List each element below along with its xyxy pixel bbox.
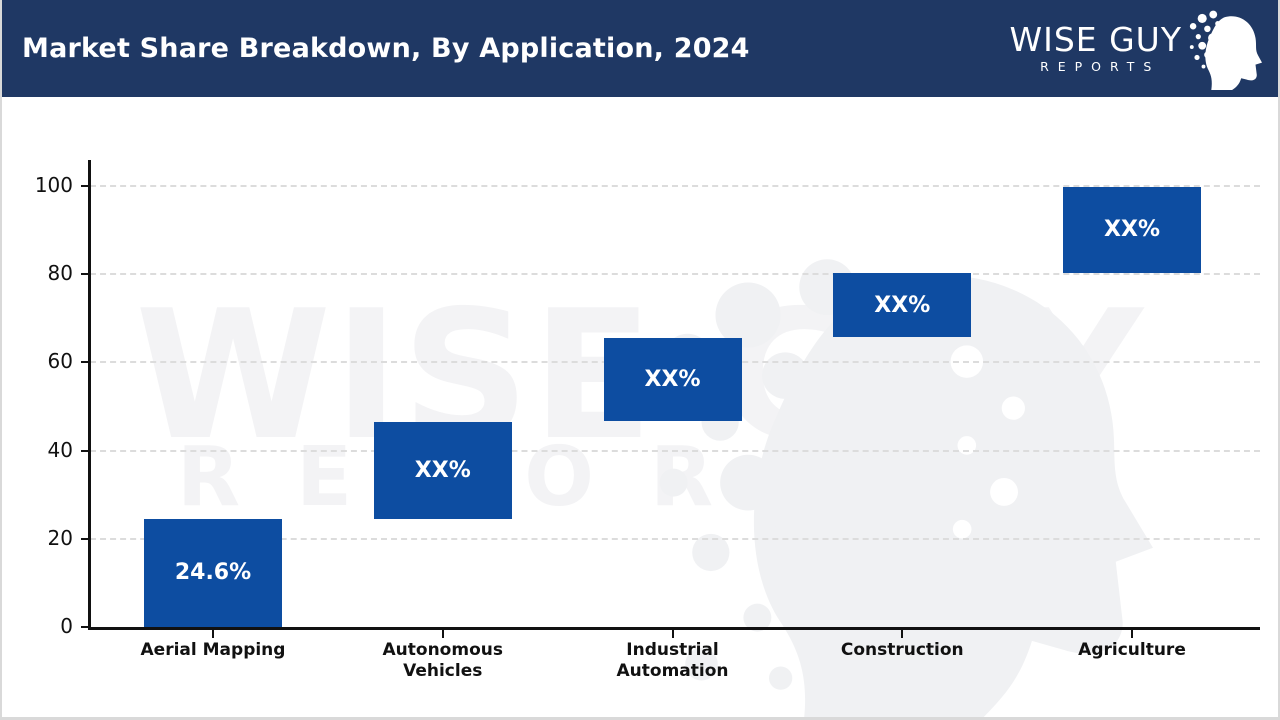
- bar-agriculture: XX%: [1063, 186, 1201, 273]
- header-bar: Market Share Breakdown, By Application, …: [2, 0, 1278, 97]
- y-axis-tick: [81, 449, 90, 452]
- logo-text: WISE GUY REPORTS: [1009, 23, 1182, 74]
- wise-guy-logo: WISE GUY REPORTS: [1009, 8, 1262, 90]
- x-axis-category-label: Autonomous Vehicles: [382, 640, 503, 681]
- bar-aerial-mapping: 24.6%: [144, 518, 282, 627]
- x-axis-tick: [441, 629, 444, 638]
- x-axis-line: [88, 627, 1260, 630]
- y-axis-tick-label: 80: [47, 261, 73, 286]
- bar-industrial-automation: XX%: [603, 338, 742, 421]
- x-axis-tick: [901, 629, 904, 638]
- y-axis-tick: [81, 626, 90, 628]
- y-axis-tick-label: 0: [60, 614, 73, 638]
- x-axis-category-label: Industrial Automation: [616, 640, 729, 681]
- bar-construction: XX%: [833, 273, 972, 338]
- y-axis-tick: [81, 185, 90, 187]
- bar-value-label: XX%: [874, 292, 931, 318]
- gridline: [90, 185, 1260, 187]
- y-axis-tick: [81, 273, 90, 276]
- logo-wordmark: WISE GUY: [1009, 20, 1182, 60]
- gridline: [90, 273, 1260, 276]
- x-axis-category-label: Agriculture: [1078, 640, 1186, 660]
- y-axis-tick-label: 40: [47, 437, 73, 462]
- y-axis-tick-label: 60: [47, 349, 73, 374]
- y-axis-line: [88, 160, 91, 629]
- page-title: Market Share Breakdown, By Application, …: [22, 33, 750, 64]
- bar-autonomous-vehicles: XX%: [373, 421, 512, 519]
- x-axis-tick: [212, 629, 214, 638]
- x-axis-category-label: Aerial Mapping: [140, 640, 286, 660]
- bar-value-label: XX%: [414, 457, 471, 483]
- x-axis-tick: [1131, 629, 1133, 638]
- logo-head-icon: [1189, 10, 1262, 90]
- gridline: [90, 449, 1260, 452]
- y-axis-tick-label: 20: [47, 525, 73, 550]
- bar-value-label: XX%: [644, 366, 701, 392]
- y-axis-tick: [81, 537, 90, 540]
- logo-subtitle: REPORTS: [1040, 59, 1161, 75]
- y-axis-tick: [81, 361, 90, 364]
- y-axis-tick-label: 100: [34, 173, 73, 197]
- bar-value-label: XX%: [1104, 217, 1160, 243]
- gridline: [90, 537, 1260, 540]
- x-axis-category-label: Construction: [840, 640, 964, 660]
- bar-value-label: 24.6%: [174, 560, 252, 586]
- x-axis-tick: [671, 629, 674, 638]
